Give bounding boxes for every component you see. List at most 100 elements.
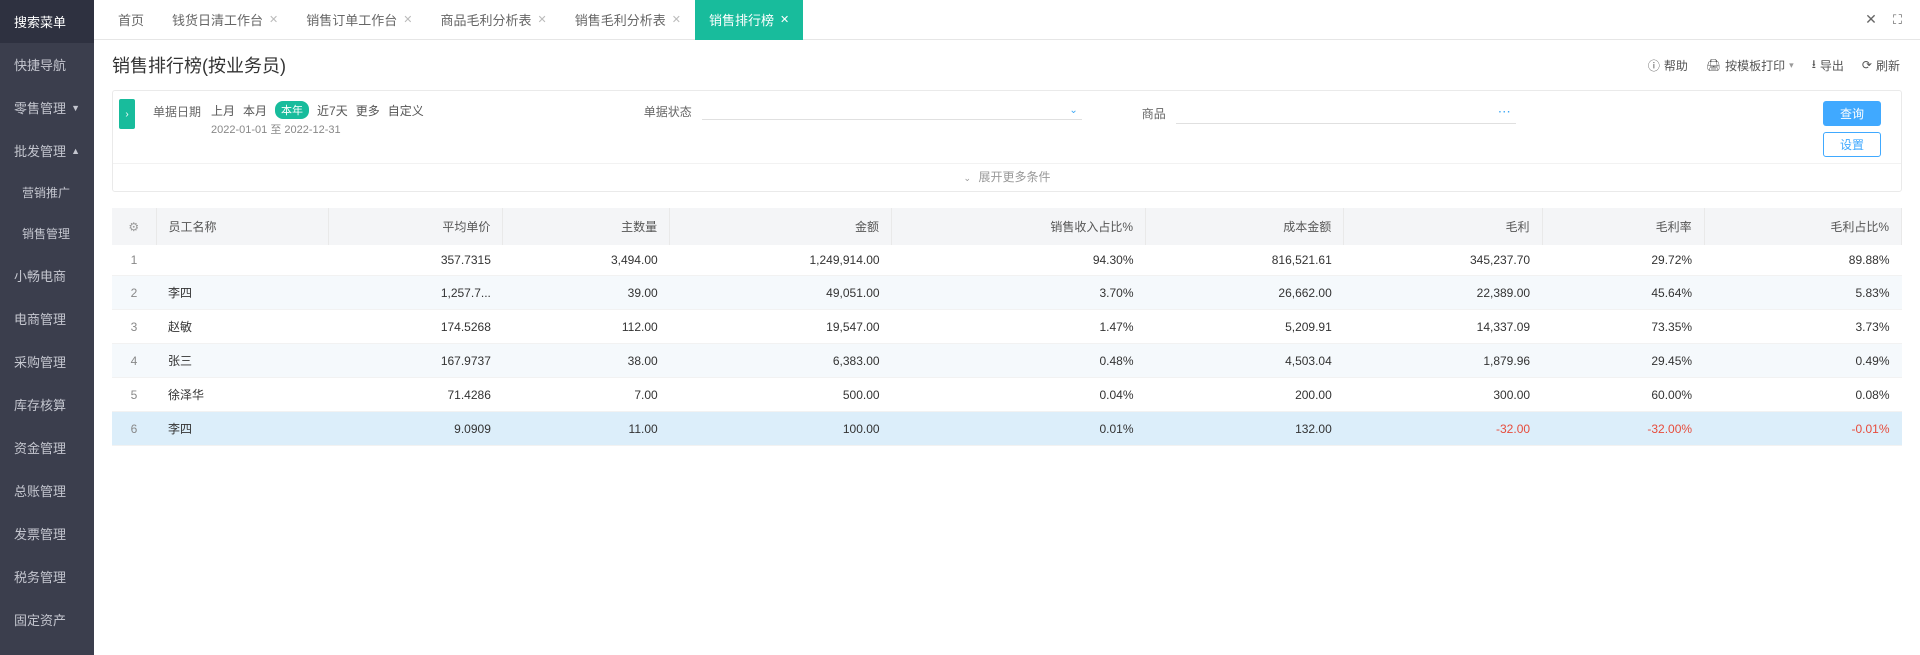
sidebar-item-8[interactable]: 资金管理	[0, 426, 94, 469]
gear-icon[interactable]: ⚙	[128, 220, 139, 234]
cell-idx: 4	[112, 344, 156, 378]
tab-4[interactable]: 销售毛利分析表✕	[561, 0, 695, 40]
tab-0[interactable]: 首页	[104, 0, 158, 40]
cell-avg: 1,257.7...	[328, 276, 503, 310]
date-filter-label: 单据日期	[153, 101, 201, 120]
tab-3[interactable]: 商品毛利分析表✕	[426, 0, 560, 40]
cell-profit: 300.00	[1344, 378, 1542, 412]
close-icon[interactable]: ✕	[780, 13, 789, 26]
date-option-2[interactable]: 本年	[275, 101, 309, 119]
cell-cost: 5,209.91	[1146, 310, 1344, 344]
sidebar-item-label: 小畅电商	[14, 266, 66, 285]
fullscreen-icon[interactable]: ⛶	[1885, 12, 1910, 28]
tab-2[interactable]: 销售订单工作台 ✕	[292, 0, 426, 40]
cell-rate: -32.00%	[1542, 412, 1704, 446]
export-button[interactable]: ⭳ 导出	[1812, 55, 1844, 76]
close-icon[interactable]: ✕	[538, 13, 547, 26]
sidebar-item-label: 搜索菜单	[14, 12, 66, 31]
sidebar-item-0[interactable]: 搜索菜单	[0, 0, 94, 43]
sidebar-subitem-3-1[interactable]: 销售管理	[0, 213, 94, 254]
tab-label: 钱货日清工作台	[172, 10, 263, 29]
sidebar: 搜索菜单快捷导航零售管理▼批发管理▲营销推广销售管理小畅电商电商管理采购管理库存…	[0, 0, 94, 655]
sidebar-item-5[interactable]: 电商管理	[0, 297, 94, 340]
date-range-text: 2022-01-01 至 2022-12-31	[211, 121, 424, 137]
cell-idx: 6	[112, 412, 156, 446]
sidebar-item-4[interactable]: 小畅电商	[0, 254, 94, 297]
column-header-4: 金额	[670, 208, 892, 245]
sidebar-item-2[interactable]: 零售管理▼	[0, 86, 94, 129]
cell-cost: 816,521.61	[1146, 245, 1344, 276]
product-filter-label: 商品	[1142, 103, 1166, 122]
date-option-0[interactable]: 上月	[211, 102, 235, 119]
table-row[interactable]: 3赵敏174.5268112.0019,547.001.47%5,209.911…	[112, 310, 1902, 344]
print-icon: 🖨	[1706, 58, 1721, 72]
table-row[interactable]: 1357.73153,494.001,249,914.0094.30%816,5…	[112, 245, 1902, 276]
close-icon[interactable]: ✕	[269, 13, 278, 26]
cell-rate: 45.64%	[1542, 276, 1704, 310]
product-select[interactable]: ⋯	[1176, 101, 1516, 124]
cell-profit_pct: 0.08%	[1704, 378, 1901, 412]
close-all-tabs-icon[interactable]: ✕	[1857, 11, 1885, 28]
cell-amt: 1,249,914.00	[670, 245, 892, 276]
sidebar-item-label: 库存核算	[14, 395, 66, 414]
caret-up-icon: ▲	[71, 146, 80, 156]
cell-name: 徐泽华	[156, 378, 328, 412]
cell-idx: 1	[112, 245, 156, 276]
refresh-icon: ⟳	[1862, 58, 1872, 72]
sidebar-item-1[interactable]: 快捷导航	[0, 43, 94, 86]
date-option-5[interactable]: 自定义	[388, 102, 424, 119]
status-select[interactable]: ⌄	[702, 102, 1082, 120]
close-icon[interactable]: ✕	[672, 13, 681, 26]
cell-rev_pct: 3.70%	[892, 276, 1146, 310]
cell-amt: 100.00	[670, 412, 892, 446]
sidebar-item-12[interactable]: 固定资产	[0, 598, 94, 641]
table-row[interactable]: 2李四1,257.7...39.0049,051.003.70%26,662.0…	[112, 276, 1902, 310]
sidebar-item-9[interactable]: 总账管理	[0, 469, 94, 512]
cell-rate: 29.45%	[1542, 344, 1704, 378]
tab-1[interactable]: 钱货日清工作台 ✕	[158, 0, 292, 40]
tab-strip: 首页钱货日清工作台✕销售订单工作台✕商品毛利分析表✕销售毛利分析表✕销售排行榜✕…	[94, 0, 1920, 40]
refresh-button[interactable]: ⟳ 刷新	[1862, 57, 1900, 74]
table-row[interactable]: 4张三167.973738.006,383.000.48%4,503.041,8…	[112, 344, 1902, 378]
cell-rev_pct: 0.48%	[892, 344, 1146, 378]
status-filter-group: 单据状态 ⌄	[644, 101, 1082, 120]
column-header-3: 主数量	[503, 208, 670, 245]
chevron-down-icon: ⌄	[1069, 105, 1077, 116]
tab-label: 首页	[118, 10, 144, 29]
sidebar-item-6[interactable]: 采购管理	[0, 340, 94, 383]
tab-label: 销售订单工作台	[306, 10, 397, 29]
column-header-7: 毛利	[1344, 208, 1542, 245]
date-option-3[interactable]: 近7天	[317, 102, 348, 119]
sidebar-item-7[interactable]: 库存核算	[0, 383, 94, 426]
sidebar-subitem-3-0[interactable]: 营销推广	[0, 172, 94, 213]
collapse-handle[interactable]: ›	[119, 99, 135, 129]
print-button[interactable]: 🖨 按模板打印 ▾	[1706, 57, 1794, 74]
expand-filters-toggle[interactable]: ⌄ 展开更多条件	[113, 163, 1901, 191]
caret-down-icon: ▼	[71, 103, 80, 113]
close-icon[interactable]: ✕	[403, 13, 412, 26]
data-table-container: ⚙员工名称平均单价主数量金额销售收入占比%成本金额毛利毛利率毛利占比% 1357…	[112, 208, 1902, 446]
sidebar-item-10[interactable]: 发票管理	[0, 512, 94, 555]
cell-profit: -32.00	[1344, 412, 1542, 446]
tab-5[interactable]: 销售排行榜✕	[695, 0, 803, 40]
status-filter-label: 单据状态	[644, 101, 692, 120]
date-option-1[interactable]: 本月	[243, 102, 267, 119]
cell-rate: 73.35%	[1542, 310, 1704, 344]
date-option-4[interactable]: 更多	[356, 102, 380, 119]
cell-profit: 22,389.00	[1344, 276, 1542, 310]
help-link[interactable]: ⓘ 帮助	[1648, 57, 1688, 74]
cell-avg: 167.9737	[328, 344, 503, 378]
sidebar-item-3[interactable]: 批发管理▲	[0, 129, 94, 172]
product-filter-group: 商品 ⋯	[1142, 101, 1516, 124]
cell-profit_pct: 89.88%	[1704, 245, 1901, 276]
table-row[interactable]: 6李四9.090911.00100.000.01%132.00-32.00-32…	[112, 412, 1902, 446]
table-row[interactable]: 5徐泽华71.42867.00500.000.04%200.00300.0060…	[112, 378, 1902, 412]
column-header-0[interactable]: ⚙	[112, 208, 156, 245]
cell-idx: 3	[112, 310, 156, 344]
query-button[interactable]: 查询	[1823, 101, 1881, 126]
cell-name	[156, 245, 328, 276]
double-chevron-down-icon: ⌄	[964, 173, 972, 183]
column-header-6: 成本金额	[1146, 208, 1344, 245]
sidebar-item-11[interactable]: 税务管理	[0, 555, 94, 598]
settings-button[interactable]: 设置	[1823, 132, 1881, 157]
